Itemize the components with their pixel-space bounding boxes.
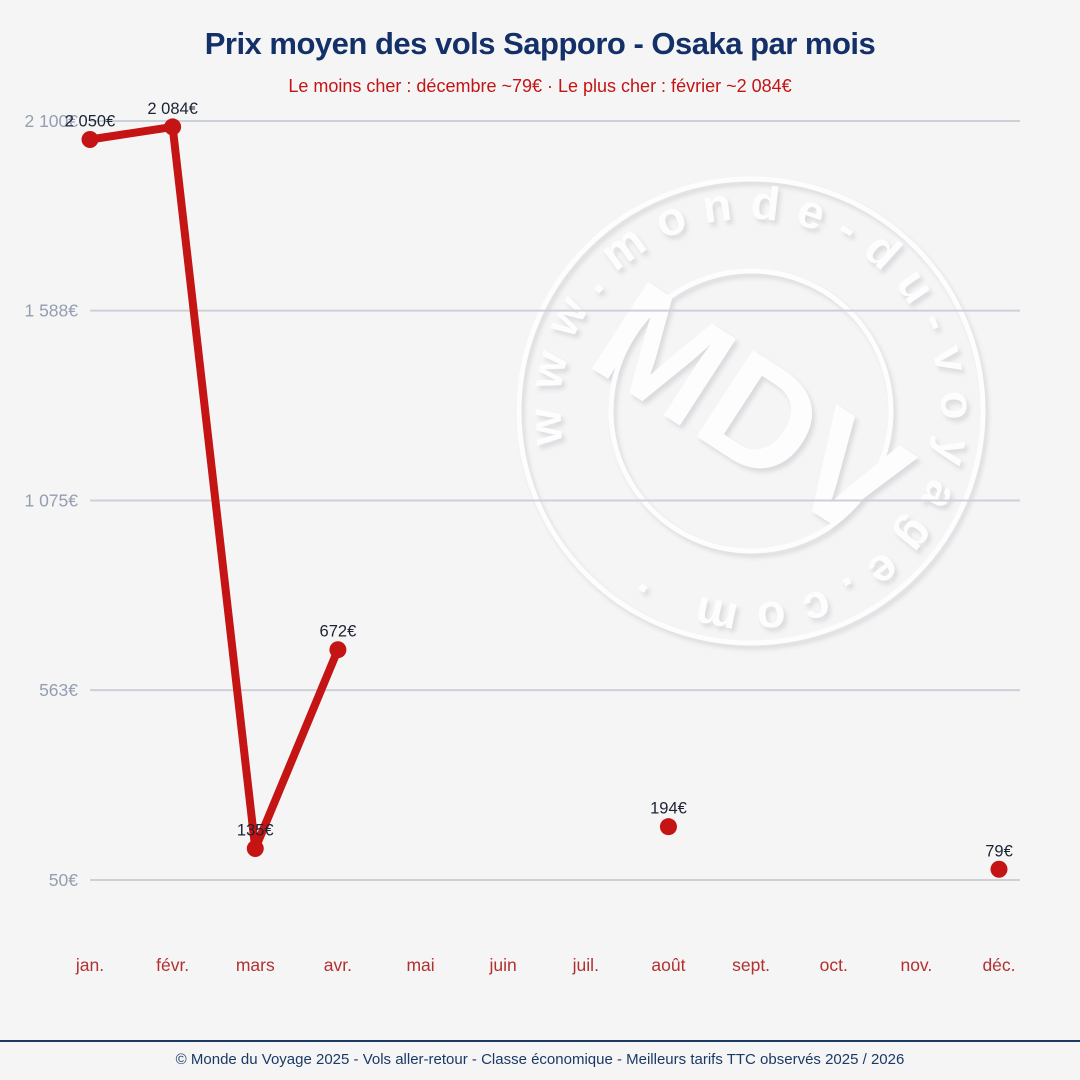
- x-axis-label: nov.: [900, 955, 932, 975]
- watermark-outer-ring: [516, 176, 986, 646]
- data-point-label: 672€: [320, 623, 357, 641]
- y-axis-label: 1 075€: [24, 491, 78, 511]
- y-axis-label: 2 100€: [24, 111, 78, 131]
- x-axis-label: jan.: [75, 955, 104, 975]
- data-point: [164, 118, 182, 136]
- y-axis-label: 1 588€: [24, 301, 78, 321]
- data-point-label: 194€: [650, 800, 687, 818]
- data-point: [329, 641, 347, 659]
- x-axis-label: mai: [406, 955, 434, 975]
- data-point: [659, 818, 677, 836]
- data-point-label: 2 084€: [147, 100, 197, 118]
- x-axis-label: août: [651, 955, 685, 975]
- x-axis-label: avr.: [324, 955, 352, 975]
- data-point: [990, 860, 1008, 878]
- footer-copyright: © Monde du Voyage 2025 - Vols aller-reto…: [175, 1051, 905, 1068]
- x-axis-label: déc.: [982, 955, 1015, 975]
- data-point: [246, 840, 264, 858]
- watermark-monogram: MDV: [566, 249, 937, 571]
- footer: © Monde du Voyage 2025 - Vols aller-reto…: [0, 1040, 1080, 1080]
- watermark-inner-ring: [608, 268, 894, 554]
- chart-title: Prix moyen des vols Sapporo - Osaka par …: [204, 26, 876, 61]
- x-axis-label: oct.: [820, 955, 848, 975]
- price-line-segment: [251, 645, 342, 853]
- y-axis-label: 50€: [49, 870, 78, 890]
- x-axis-label: juin: [489, 955, 517, 975]
- x-axis-label: févr.: [156, 955, 189, 975]
- y-axis-label: 563€: [39, 680, 78, 700]
- data-point-label: 79€: [985, 842, 1013, 860]
- x-axis-label: sept.: [732, 955, 770, 975]
- data-point: [81, 131, 99, 149]
- watermark-stamp: www.monde-du-voyage.com ·MDV: [516, 175, 986, 647]
- price-line-segment: [168, 122, 260, 853]
- data-point-label: 2 050€: [65, 113, 115, 131]
- price-line-segment: [86, 122, 177, 144]
- x-axis-label: juil.: [572, 955, 599, 975]
- chart-subtitle: Le moins cher : décembre ~79€ · Le plus …: [288, 76, 792, 96]
- x-axis-label: mars: [236, 955, 275, 975]
- data-point-label: 135€: [237, 822, 274, 840]
